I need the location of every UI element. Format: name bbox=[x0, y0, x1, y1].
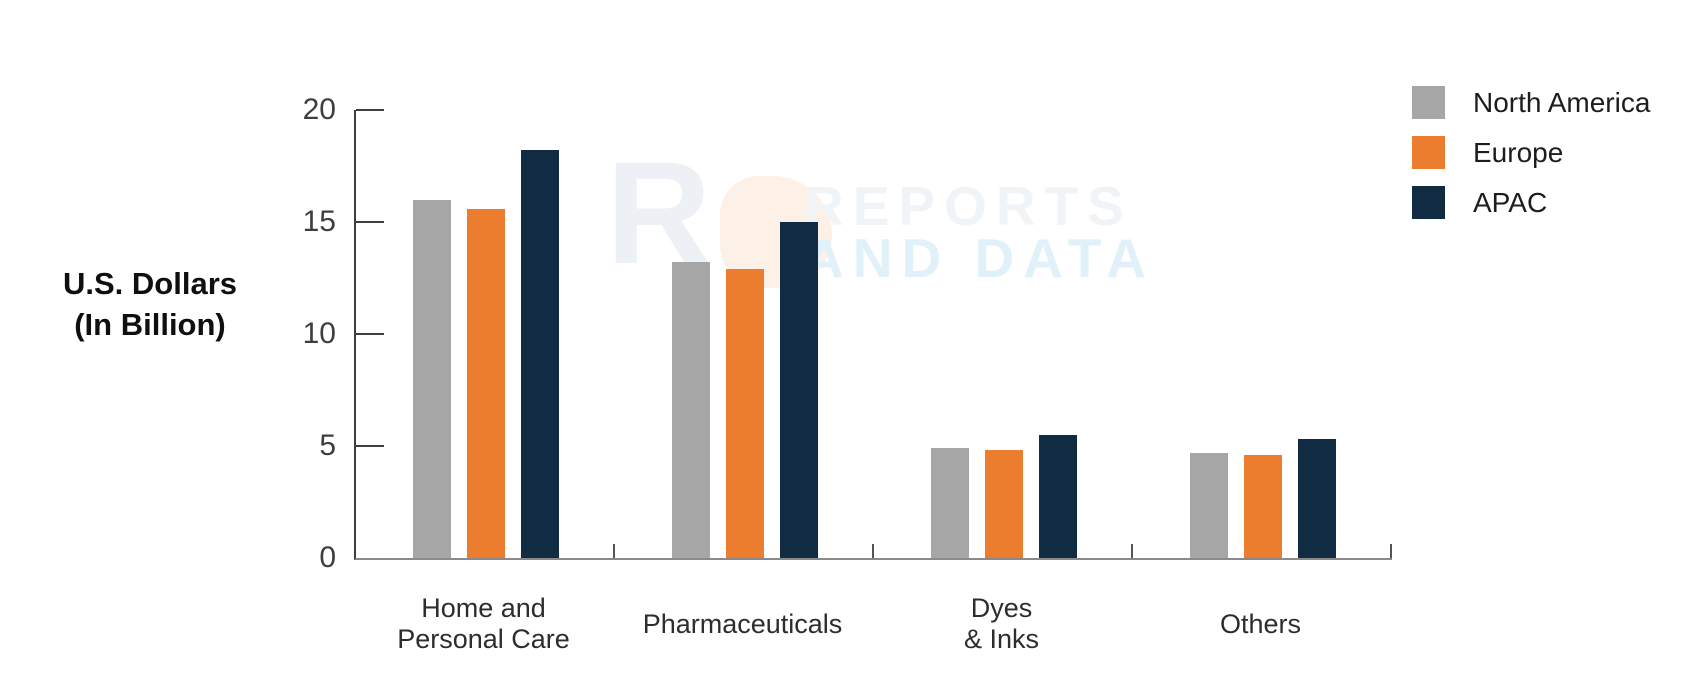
category-label-dyes-inks: Dyes & Inks bbox=[963, 593, 1040, 654]
y-axis-title: U.S. Dollars (In Billion) bbox=[63, 266, 237, 342]
bar-dyes-inks-apac bbox=[1038, 434, 1077, 558]
legend-item-north-america: North America bbox=[1412, 86, 1650, 119]
y-tick-label-5: 5 bbox=[319, 429, 336, 462]
watermark-logo-letter: R bbox=[606, 131, 712, 294]
watermark-line1: REPORTS bbox=[804, 175, 1133, 237]
y-tick-label-15: 15 bbox=[302, 205, 336, 238]
category-labels: Home and Personal Care Pharmaceuticals Dye… bbox=[354, 584, 1390, 664]
bar-others-north-america bbox=[1189, 452, 1228, 558]
category-label-home-and-personal-care: Home and Personal Care bbox=[397, 593, 570, 654]
y-tick-mark-10 bbox=[356, 333, 384, 335]
bar-group-home-and-personal-care bbox=[356, 110, 615, 558]
legend-label-north-america: North America bbox=[1473, 86, 1651, 118]
legend-swatch-europe bbox=[1412, 136, 1445, 169]
watermark-text: REPORTS AND DATA bbox=[804, 175, 1156, 289]
bar-group-others bbox=[1133, 110, 1392, 558]
legend-label-apac: APAC bbox=[1473, 186, 1548, 218]
bar-others-europe bbox=[1243, 454, 1282, 558]
legend-label-europe: Europe bbox=[1473, 136, 1564, 168]
bar-group-dyes-inks bbox=[874, 110, 1133, 558]
bar-pharmaceuticals-europe bbox=[725, 269, 764, 558]
bar-pharmaceuticals-apac bbox=[779, 222, 818, 558]
bar-home-and-personal-care-apac bbox=[520, 150, 559, 558]
legend-item-apac: APAC bbox=[1412, 186, 1650, 219]
bars-row bbox=[356, 110, 1392, 558]
y-tick-mark-5 bbox=[356, 445, 384, 447]
legend-swatch-north-america bbox=[1412, 86, 1445, 119]
legend-item-europe: Europe bbox=[1412, 136, 1650, 169]
x-boundary-tick-3 bbox=[1131, 544, 1133, 558]
y-tick-label-10: 10 bbox=[302, 317, 336, 350]
plot-area: 0 5 10 15 20 bbox=[303, 95, 1392, 573]
bar-home-and-personal-care-north-america bbox=[412, 199, 451, 558]
x-boundary-tick-1 bbox=[613, 544, 615, 558]
bar-dyes-inks-europe bbox=[984, 450, 1023, 558]
y-tick-mark-20 bbox=[356, 109, 384, 111]
y-tick-label-0: 0 bbox=[319, 541, 336, 574]
bar-home-and-personal-care-europe bbox=[466, 208, 505, 558]
bar-dyes-inks-north-america bbox=[930, 448, 969, 558]
category-label-others: Others bbox=[1219, 608, 1302, 639]
legend: North America Europe APAC bbox=[1412, 86, 1650, 219]
x-boundary-tick-2 bbox=[872, 544, 874, 558]
legend-swatch-apac bbox=[1412, 186, 1445, 219]
bar-group-pharmaceuticals bbox=[615, 110, 874, 558]
bar-others-apac bbox=[1297, 439, 1336, 558]
y-tick-label-20: 20 bbox=[302, 93, 336, 126]
watermark-line2: AND DATA bbox=[804, 227, 1156, 289]
bar-pharmaceuticals-north-america bbox=[671, 262, 710, 558]
y-tick-mark-15 bbox=[356, 221, 384, 223]
category-label-pharmaceuticals: Pharmaceuticals bbox=[642, 608, 843, 639]
x-boundary-tick-4 bbox=[1390, 544, 1392, 558]
